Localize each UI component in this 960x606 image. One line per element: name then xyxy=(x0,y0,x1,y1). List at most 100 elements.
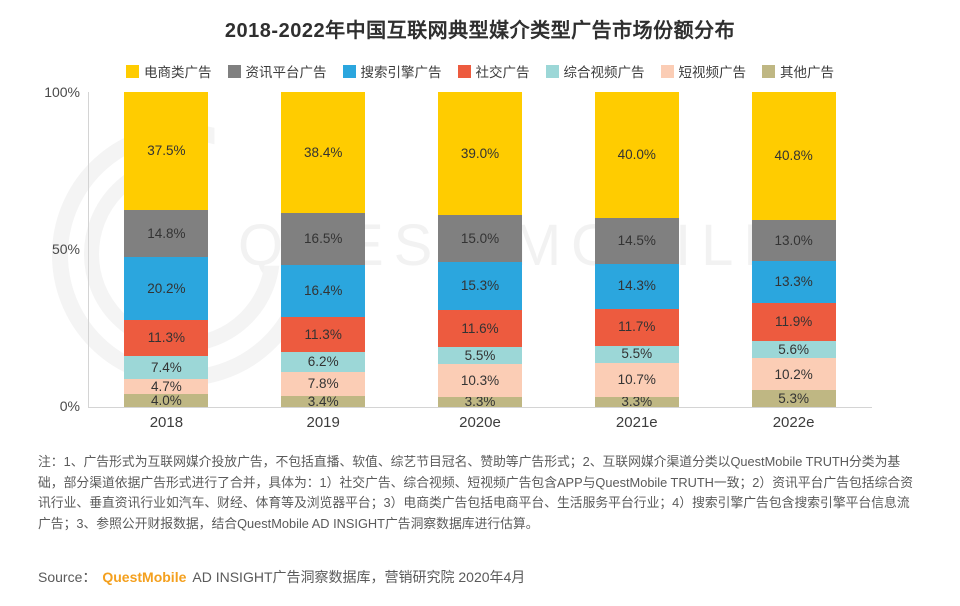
chart-legend: 电商类广告 资讯平台广告 搜索引擎广告 社交广告 综合视频广告 短视频广告 其他广告 xyxy=(0,61,960,81)
bar-segment-label: 6.2% xyxy=(307,354,339,370)
bar-segment[interactable]: 40.8% xyxy=(751,92,836,221)
bar-segment-label: 11.7% xyxy=(618,319,656,335)
bar-segment-label: 14.5% xyxy=(617,233,656,249)
legend-item[interactable]: 搜索引擎广告 xyxy=(342,61,442,81)
legend-item[interactable]: 短视频广告 xyxy=(660,61,747,81)
bar-segment-label: 5.3% xyxy=(778,390,809,406)
bar-column: 38.4% 16.5% 16.4% 11.3% 6.2% 7.8% 3.4% xyxy=(245,92,402,407)
bar-column: 40.8% 13.0% 13.3% 11.9% 5.6% 10.2% 5.3% xyxy=(715,92,872,407)
bar-stack: 37.5% 14.8% 20.2% 11.3% 7.4% 4.7% 4.0% xyxy=(124,92,209,407)
bar-segment-label: 13.0% xyxy=(774,233,813,249)
bar-segment[interactable]: 10.7% xyxy=(594,362,679,397)
legend-swatch-icon xyxy=(342,64,356,78)
bar-stack: 40.8% 13.0% 13.3% 11.9% 5.6% 10.2% 5.3% xyxy=(751,92,836,407)
bar-segment[interactable]: 14.3% xyxy=(594,263,679,309)
bar-segment[interactable]: 5.5% xyxy=(437,346,522,365)
bar-segment[interactable]: 10.2% xyxy=(751,358,836,391)
legend-swatch-icon xyxy=(457,64,471,78)
bar-segment[interactable]: 40.0% xyxy=(594,92,679,218)
bar-segment-label: 39.0% xyxy=(460,145,500,161)
bar-segment[interactable]: 37.5% xyxy=(124,92,209,211)
legend-item[interactable]: 资讯平台广告 xyxy=(227,61,327,81)
bar-segment[interactable]: 7.4% xyxy=(124,355,209,380)
bar-segment-label: 10.3% xyxy=(460,372,500,388)
x-axis-label: 2022e xyxy=(772,414,815,431)
bar-segment[interactable]: 16.5% xyxy=(281,212,366,265)
bar-segment-label: 40.8% xyxy=(774,148,813,164)
bar-segment[interactable]: 11.7% xyxy=(594,308,679,346)
legend-label: 其他广告 xyxy=(780,65,834,80)
bar-segment[interactable]: 15.3% xyxy=(437,262,522,311)
x-axis-label: 2021e xyxy=(615,414,658,431)
x-axis-label: 2020e xyxy=(459,414,501,431)
bar-segment-label: 4.0% xyxy=(151,394,182,407)
legend-label: 资讯平台广告 xyxy=(245,65,327,80)
plot-area: 100% 50% 0% 37.5% 14.8% 20.2% 11.3% 7.4% 4.7%… xyxy=(0,84,960,431)
bar-segment-label: 7.4% xyxy=(151,359,182,375)
legend-swatch-icon xyxy=(660,64,674,78)
bar-segment[interactable]: 11.6% xyxy=(437,310,522,347)
bar-segment[interactable]: 5.5% xyxy=(594,345,679,363)
bar-segment[interactable]: 16.4% xyxy=(281,264,366,317)
bar-column: 39.0% 15.0% 15.3% 11.6% 5.5% 10.3% 3.3% xyxy=(402,92,559,407)
bar-segment[interactable]: 3.3% xyxy=(437,396,522,407)
legend-item[interactable]: 电商类广告 xyxy=(126,61,212,81)
source-line: Source： QuestMobile AD INSIGHT广告洞察数据库，营销… xyxy=(38,567,922,587)
legend-swatch-icon xyxy=(126,64,139,78)
chart-title: 2018-2022年中国互联网典型媒介类型广告市场份额分布 xyxy=(224,20,736,42)
bar-segment[interactable]: 20.2% xyxy=(124,256,209,321)
bar-segment[interactable]: 4.0% xyxy=(124,394,209,407)
bar-segment[interactable]: 13.3% xyxy=(751,261,836,304)
bar-segment[interactable]: 4.7% xyxy=(124,379,209,395)
bar-segment[interactable]: 3.4% xyxy=(281,396,366,407)
bar-segment-label: 14.3% xyxy=(617,278,656,294)
y-tick-50: 50% xyxy=(51,241,80,257)
bar-segment[interactable]: 13.0% xyxy=(751,220,836,262)
bar-segment-label: 11.3% xyxy=(147,330,186,346)
bar-stack: 38.4% 16.5% 16.4% 11.3% 6.2% 7.8% 3.4% xyxy=(281,92,366,407)
bar-segment[interactable]: 7.8% xyxy=(281,371,366,397)
x-axis-label: 2019 xyxy=(306,414,340,431)
bar-segment-label: 5.5% xyxy=(464,347,496,363)
bar-segment-label: 16.5% xyxy=(304,231,343,247)
source-prefix: Source： xyxy=(38,569,97,585)
source-rest: AD INSIGHT广告洞察数据库，营销研究院 2020年4月 xyxy=(192,569,526,585)
legend-item[interactable]: 社交广告 xyxy=(457,61,530,81)
bar-segment[interactable]: 11.9% xyxy=(751,303,836,341)
legend-item[interactable]: 综合视频广告 xyxy=(545,61,645,81)
bar-segment-label: 3.4% xyxy=(307,396,339,407)
bar-column: 37.5% 14.8% 20.2% 11.3% 7.4% 4.7% 4.0% xyxy=(88,92,245,407)
bar-segment[interactable]: 6.2% xyxy=(281,352,366,372)
bar-segment[interactable]: 5.6% xyxy=(751,340,836,359)
x-axis-line xyxy=(88,407,872,408)
bar-segment-label: 14.8% xyxy=(147,225,186,241)
bar-segment-label: 16.4% xyxy=(304,283,343,298)
y-tick-100: 100% xyxy=(44,84,80,100)
y-tick-0: 0% xyxy=(59,398,80,414)
bar-segment[interactable]: 11.3% xyxy=(124,320,209,356)
bar-segment[interactable]: 14.8% xyxy=(124,210,209,257)
bar-segment[interactable]: 11.3% xyxy=(281,316,366,353)
bar-segment-label: 11.6% xyxy=(461,320,499,336)
bar-segment[interactable]: 15.0% xyxy=(437,214,522,263)
bar-segment-label: 38.4% xyxy=(304,144,343,160)
x-axis-labels: 2018 2019 2020e 2021e 2022e xyxy=(88,414,872,431)
bar-segment[interactable]: 14.5% xyxy=(594,218,679,264)
bar-stack: 40.0% 14.5% 14.3% 11.7% 5.5% 10.7% 3.3% xyxy=(594,92,679,407)
bar-group: 37.5% 14.8% 20.2% 11.3% 7.4% 4.7% 4.0% 38.4% 16.… xyxy=(88,92,872,407)
bar-segment[interactable]: 3.3% xyxy=(594,396,679,407)
bar-segment[interactable]: 5.3% xyxy=(751,390,836,407)
legend-swatch-icon xyxy=(227,64,241,78)
legend-label: 短视频广告 xyxy=(678,65,747,80)
bar-segment[interactable]: 38.4% xyxy=(281,92,366,213)
bar-segment[interactable]: 10.3% xyxy=(437,364,522,397)
source-brand: QuestMobile xyxy=(102,569,187,585)
footnote: 注：1、广告形式为互联网媒介投放广告，不包括直播、软值、综艺节目冠名、赞助等广告… xyxy=(38,454,913,532)
legend-label: 社交广告 xyxy=(475,65,530,80)
bar-segment[interactable]: 39.0% xyxy=(437,92,522,215)
legend-item[interactable]: 其他广告 xyxy=(762,61,834,81)
bar-segment-label: 3.3% xyxy=(621,396,653,407)
legend-swatch-icon xyxy=(545,64,559,78)
bar-segment-label: 4.7% xyxy=(151,379,182,394)
